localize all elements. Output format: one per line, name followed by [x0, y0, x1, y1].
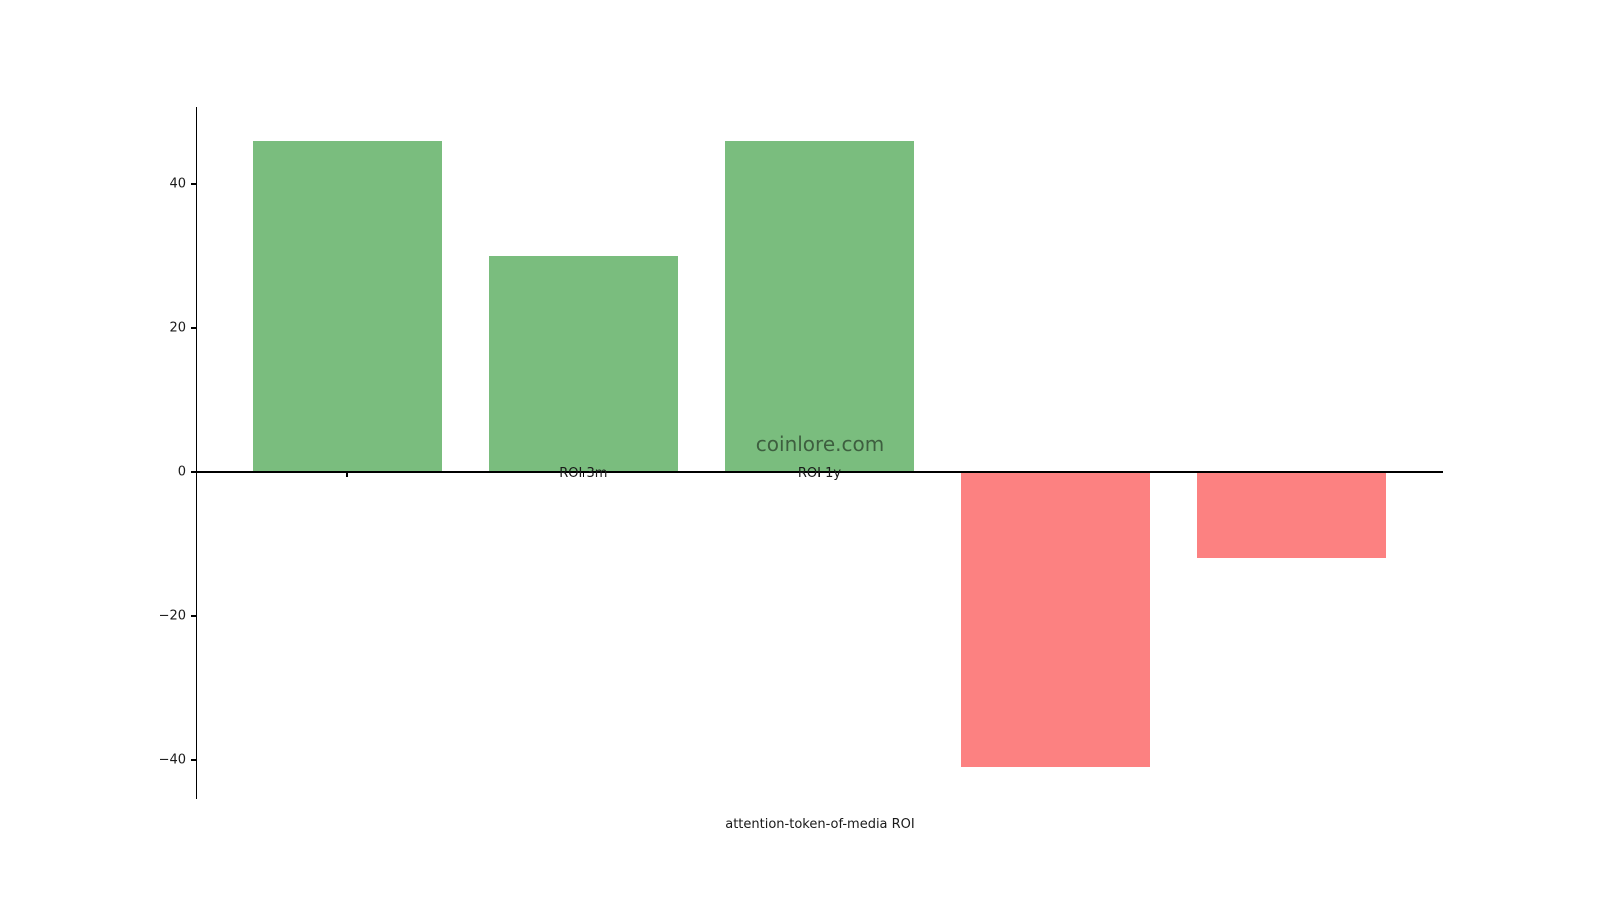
- x-tick-mark: [818, 472, 821, 477]
- x-tick-mark: [346, 472, 348, 477]
- y-tick-mark: [191, 471, 196, 473]
- y-axis-spine: [196, 107, 198, 799]
- bar-3: [961, 472, 1151, 768]
- y-tick-label: 20: [169, 320, 186, 336]
- bar-0: [252, 140, 442, 473]
- y-tick-label: −20: [158, 608, 186, 624]
- y-tick-label: −40: [158, 752, 186, 768]
- y-tick-mark: [191, 615, 196, 617]
- bar-1: [488, 256, 678, 473]
- bar-4: [1197, 472, 1387, 559]
- y-tick-label: 40: [169, 176, 186, 192]
- x-tick-mark: [582, 472, 585, 477]
- y-tick-mark: [191, 327, 196, 329]
- watermark-text: coinlore.com: [755, 432, 885, 456]
- y-tick-mark: [191, 183, 196, 185]
- x-tick-label: ROI 3m: [559, 465, 608, 481]
- y-tick-mark: [191, 759, 196, 761]
- x-tick-label: ROI 1y: [797, 465, 842, 481]
- y-tick-label: 0: [177, 464, 186, 480]
- chart-xlabel: attention-token-of-media ROI: [725, 817, 915, 832]
- bar-2: [725, 140, 914, 473]
